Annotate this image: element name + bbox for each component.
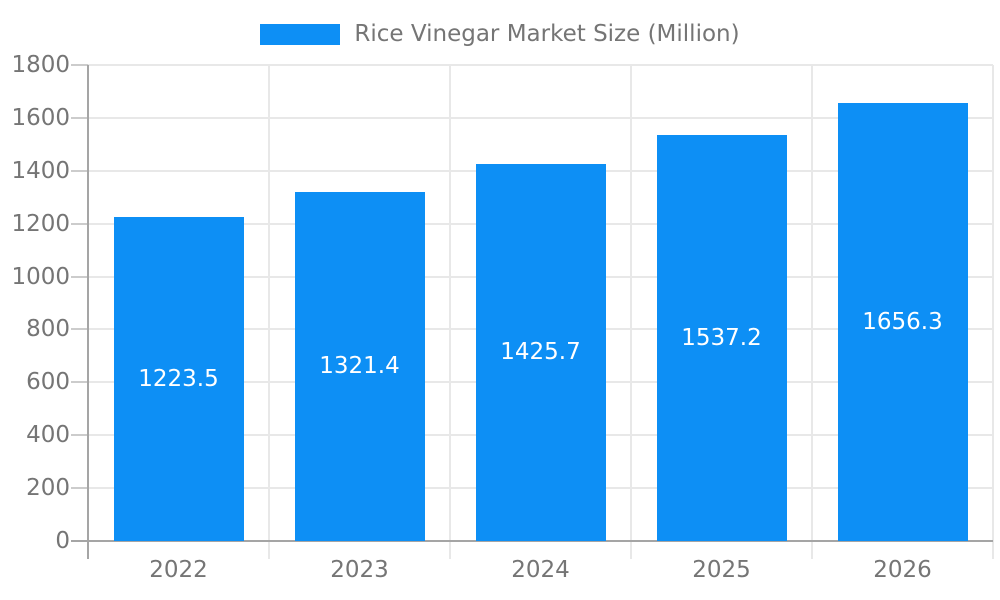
bar: 1425.7 [475, 163, 606, 541]
x-tick-label: 2023 [330, 557, 389, 583]
y-tick-label: 1200 [11, 210, 70, 237]
y-axis-tick [71, 275, 88, 278]
y-axis-tick [71, 434, 88, 437]
y-tick-label: 1800 [11, 52, 70, 78]
y-tick-label: 400 [26, 422, 70, 449]
gridline [88, 64, 993, 66]
y-axis-tick [71, 169, 88, 172]
y-axis-tick [71, 222, 88, 225]
gridline [811, 65, 813, 559]
y-axis-tick [71, 116, 88, 119]
y-tick-label: 800 [26, 316, 70, 343]
bar-value-label: 1223.5 [138, 366, 219, 393]
y-axis-tick [71, 64, 88, 66]
bar: 1656.3 [837, 103, 968, 541]
legend: Rice Vinegar Market Size (Million) [0, 21, 1000, 48]
y-axis-tick [71, 487, 88, 490]
y-axis-line [87, 65, 89, 559]
bar: 1537.2 [656, 134, 787, 541]
x-tick-label: 2025 [692, 557, 751, 583]
y-axis-tick [71, 328, 88, 331]
y-tick-label: 600 [26, 369, 70, 396]
gridline [449, 65, 451, 559]
bar: 1223.5 [113, 217, 244, 541]
y-tick-label: 1400 [11, 157, 70, 184]
gridline [630, 65, 632, 559]
legend-label: Rice Vinegar Market Size (Million) [354, 21, 740, 47]
x-tick-label: 2026 [873, 557, 932, 583]
legend-item[interactable]: Rice Vinegar Market Size (Million) [260, 21, 740, 48]
x-tick-label: 2024 [511, 557, 570, 583]
y-tick-label: 0 [55, 528, 70, 554]
plot-area: 0 200 400 600 800 1000 1200 1400 1600 1800 1223.5 2… [11, 52, 994, 583]
x-axis-line [71, 540, 993, 542]
bar-value-label: 1321.4 [319, 353, 400, 380]
bar-value-label: 1425.7 [500, 339, 581, 366]
gridline [268, 65, 270, 559]
bar: 1321.4 [294, 191, 425, 541]
bar-value-label: 1537.2 [681, 324, 762, 351]
x-tick-label: 2022 [149, 557, 208, 583]
y-axis-tick [71, 381, 88, 384]
bar-value-label: 1656.3 [862, 309, 943, 335]
gridline [88, 116, 993, 119]
gridline [992, 65, 994, 559]
y-tick-label: 1600 [11, 104, 70, 131]
legend-swatch [260, 24, 341, 45]
y-tick-label: 1000 [11, 263, 70, 290]
y-tick-label: 200 [26, 475, 70, 502]
